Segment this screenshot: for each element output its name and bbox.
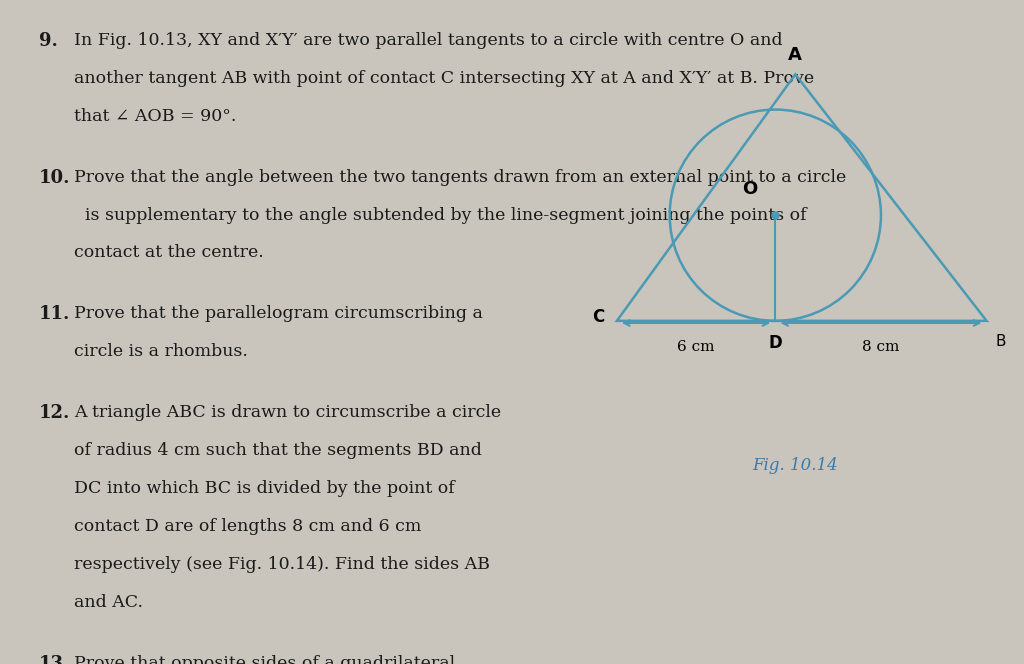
Text: Prove that opposite sides of a quadrilateral: Prove that opposite sides of a quadrilat… xyxy=(74,655,455,664)
Text: respectively (see Fig. 10.14). Find the sides AB: respectively (see Fig. 10.14). Find the … xyxy=(74,556,489,573)
Text: Fig. 10.14: Fig. 10.14 xyxy=(753,457,839,474)
Text: 12.: 12. xyxy=(39,404,71,422)
Text: another tangent AB with point of contact C intersecting XY at A and X′Y′ at B. P: another tangent AB with point of contact… xyxy=(74,70,814,87)
Text: contact at the centre.: contact at the centre. xyxy=(74,244,263,262)
Text: A triangle ABC is drawn to circumscribe a circle: A triangle ABC is drawn to circumscribe … xyxy=(74,404,501,422)
Text: 9.: 9. xyxy=(39,32,57,50)
Text: 8 cm: 8 cm xyxy=(862,340,900,354)
Text: B: B xyxy=(995,333,1006,349)
Text: 11.: 11. xyxy=(39,305,71,323)
Text: DC into which BC is divided by the point of: DC into which BC is divided by the point… xyxy=(74,480,455,497)
Text: contact D are of lengths 8 cm and 6 cm: contact D are of lengths 8 cm and 6 cm xyxy=(74,518,421,535)
Text: O: O xyxy=(742,180,758,199)
Text: A: A xyxy=(788,46,802,64)
Text: that ∠ AOB = 90°.: that ∠ AOB = 90°. xyxy=(74,108,237,125)
Text: In Fig. 10.13, XY and X′Y′ are two parallel tangents to a circle with centre O a: In Fig. 10.13, XY and X′Y′ are two paral… xyxy=(74,32,782,49)
Text: D: D xyxy=(768,333,782,352)
Text: C: C xyxy=(592,307,604,325)
Text: 6 cm: 6 cm xyxy=(677,340,715,354)
Text: 10.: 10. xyxy=(39,169,71,187)
Text: Prove that the parallelogram circumscribing a: Prove that the parallelogram circumscrib… xyxy=(74,305,482,323)
Text: and AC.: and AC. xyxy=(74,594,142,611)
Text: 13.: 13. xyxy=(39,655,71,664)
Text: circle is a rhombus.: circle is a rhombus. xyxy=(74,343,248,361)
Text: of radius 4 cm such that the segments BD and: of radius 4 cm such that the segments BD… xyxy=(74,442,481,459)
Text: Prove that the angle between the two tangents drawn from an external point to a : Prove that the angle between the two tan… xyxy=(74,169,846,186)
Text: is supplementary to the angle subtended by the line-segment joining the points o: is supplementary to the angle subtended … xyxy=(74,207,806,224)
